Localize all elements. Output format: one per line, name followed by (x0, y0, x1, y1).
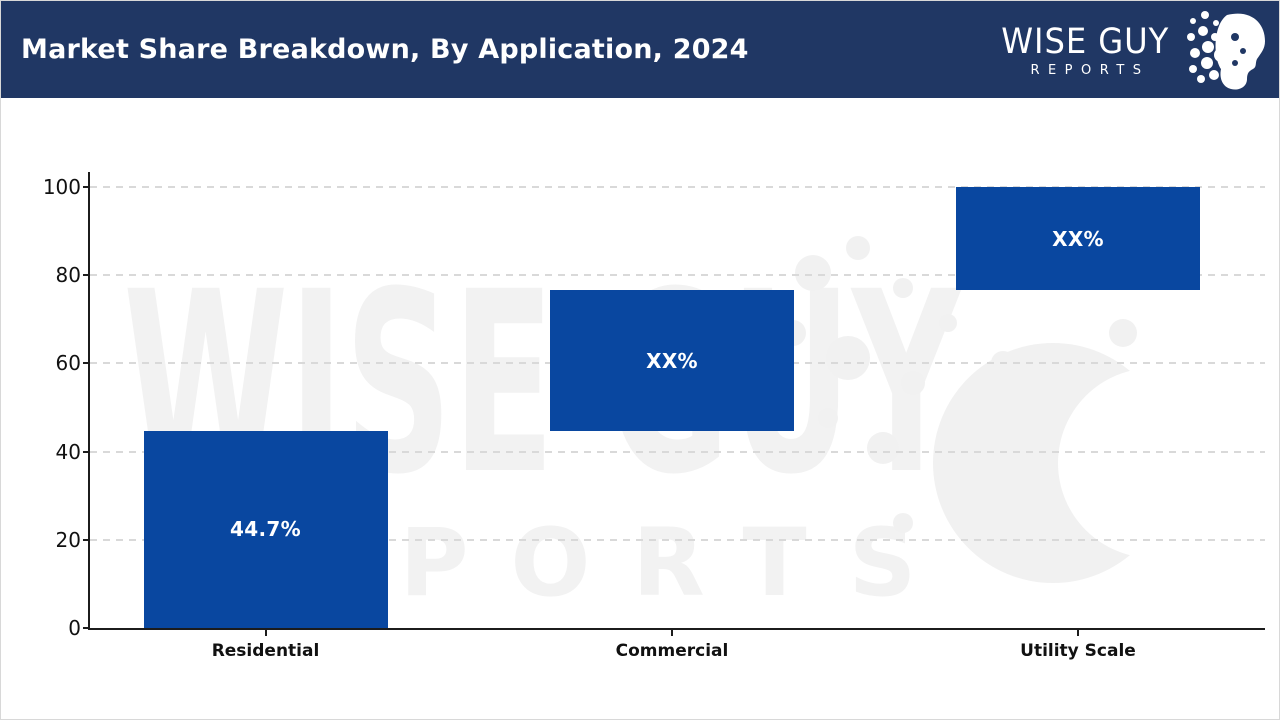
y-axis-spine (88, 172, 90, 630)
grid-line-100 (90, 186, 1265, 188)
logo-head-icon (1187, 10, 1265, 90)
y-tick-mark-0 (83, 627, 90, 629)
y-tick-label-60: 60 (55, 351, 81, 376)
x-axis-spine (88, 628, 1265, 630)
wise-guy-reports-logo: WISE GUY REPORTS (994, 7, 1267, 93)
bar-commercial: XX% (550, 290, 794, 431)
y-tick-mark-20 (83, 538, 90, 541)
x-category-label-residential: Residential (211, 641, 320, 661)
logo-subtitle: REPORTS (1030, 62, 1150, 78)
page-title: Market Share Breakdown, By Application, … (21, 34, 749, 65)
x-category-label-utility-scale: Utility Scale (1020, 641, 1136, 661)
grid-line-40 (90, 450, 1265, 453)
y-tick-mark-80 (83, 274, 90, 277)
bar-value-label: 44.7% (230, 517, 301, 542)
y-tick-label-100: 100 (42, 175, 81, 199)
bar-value-label: XX% (1052, 226, 1104, 251)
x-tick-mark-1 (264, 630, 267, 636)
x-category-label-commercial: Commercial (615, 641, 729, 661)
y-tick-mark-60 (83, 362, 90, 365)
y-tick-label-40: 40 (55, 439, 81, 464)
bar-utility-scale: XX% (956, 187, 1200, 291)
x-tick-mark-3 (1077, 630, 1079, 636)
y-tick-mark-40 (83, 450, 90, 453)
y-tick-label-20: 20 (55, 527, 81, 552)
watermark-head-icon (780, 236, 1193, 583)
y-tick-label-80: 80 (55, 263, 81, 288)
y-tick-mark-100 (83, 186, 90, 188)
header-bar: Market Share Breakdown, By Application, … (1, 1, 1279, 98)
grid-line-80 (90, 274, 1265, 277)
logo-wordmark: WISE GUY (1001, 21, 1170, 62)
y-tick-label-0: 0 (68, 616, 81, 640)
bar-residential: 44.7% (143, 430, 388, 628)
grid-line-20 (90, 538, 1265, 541)
logo-text: WISE GUY REPORTS (994, 22, 1177, 78)
x-tick-mark-2 (671, 630, 673, 636)
bar-value-label: XX% (646, 348, 698, 373)
